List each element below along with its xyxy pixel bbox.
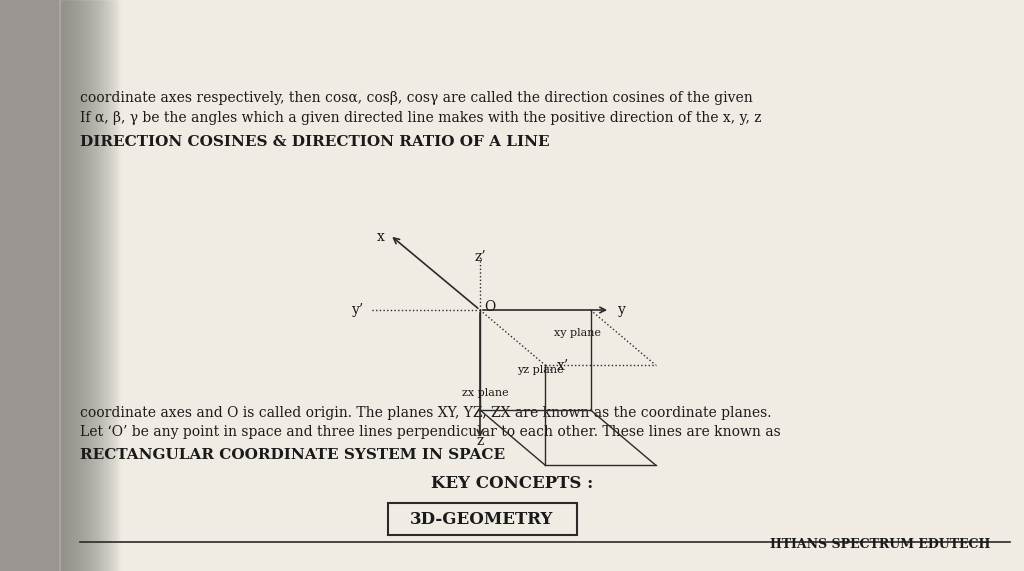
- Text: O: O: [484, 300, 496, 314]
- Text: y’: y’: [352, 303, 365, 317]
- Text: x: x: [377, 230, 385, 244]
- Text: If α, β, γ be the angles which a given directed line makes with the positive dir: If α, β, γ be the angles which a given d…: [80, 111, 762, 125]
- Text: 3D-GEOMETRY: 3D-GEOMETRY: [411, 510, 554, 528]
- Text: KEY CONCEPTS :: KEY CONCEPTS :: [431, 475, 593, 492]
- Text: z’: z’: [474, 250, 485, 264]
- Text: DIRECTION COSINES & DIRECTION RATIO OF A LINE: DIRECTION COSINES & DIRECTION RATIO OF A…: [80, 135, 550, 149]
- Text: coordinate axes and O is called origin. The planes XY, YZ, ZX are known as the c: coordinate axes and O is called origin. …: [80, 406, 771, 420]
- Text: Let ‘O’ be any point in space and three lines perpendicular to each other. These: Let ‘O’ be any point in space and three …: [80, 425, 780, 439]
- FancyBboxPatch shape: [388, 503, 577, 535]
- Bar: [0, 0, 120, 571]
- Text: RECTANGULAR COORDINATE SYSTEM IN SPACE: RECTANGULAR COORDINATE SYSTEM IN SPACE: [80, 448, 505, 462]
- Text: x’: x’: [556, 360, 568, 373]
- Text: yz plane: yz plane: [517, 365, 563, 375]
- Text: zx plane: zx plane: [462, 388, 509, 397]
- Text: xy plane: xy plane: [554, 328, 601, 337]
- Text: y: y: [618, 303, 626, 317]
- Text: IITIANS SPECTRUM EDUTECH: IITIANS SPECTRUM EDUTECH: [770, 538, 990, 551]
- Text: z: z: [476, 434, 483, 448]
- Text: coordinate axes respectively, then cosα, cosβ, cosγ are called the direction cos: coordinate axes respectively, then cosα,…: [80, 91, 753, 105]
